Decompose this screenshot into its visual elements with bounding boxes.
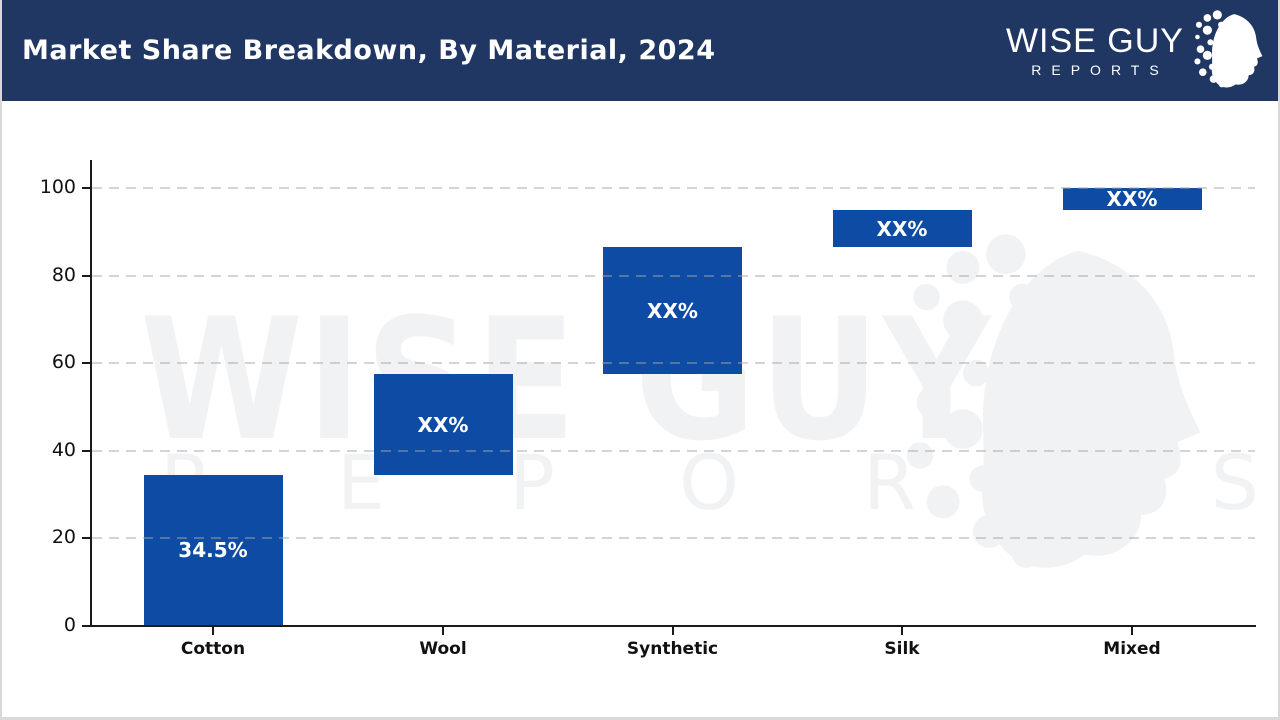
logo-wordmark: WISE GUY [1005, 22, 1184, 60]
head-profile-logo-icon [1194, 10, 1263, 88]
x-axis [90, 625, 1256, 627]
gridline-100 [92, 187, 1255, 189]
x-tick-wool [442, 627, 444, 635]
bar-wool: XX% [373, 374, 513, 475]
x-tick-synthetic [671, 627, 674, 635]
x-tick-label-wool: Wool [419, 639, 467, 659]
watermark-wordmark: WISE GUY [140, 282, 994, 478]
y-tick-label-40: 40 [51, 438, 76, 461]
bar-label-synthetic: XX% [647, 298, 698, 323]
bar-label-mixed: XX% [1106, 186, 1158, 211]
gridline-80 [92, 274, 1255, 277]
x-tick-label-synthetic: Synthetic [626, 639, 719, 659]
x-tick-label-mixed: Mixed [1103, 639, 1161, 659]
y-tick-60 [82, 362, 91, 365]
bar-label-cotton: 34.5% [178, 538, 248, 563]
bar-silk: XX% [832, 209, 972, 248]
gridline-20 [92, 537, 1255, 540]
page-title: Market Share Breakdown, By Material, 202… [22, 35, 716, 66]
x-tick-silk [901, 627, 903, 635]
y-tick-label-0: 0 [63, 614, 76, 636]
bar-label-silk: XX% [876, 216, 928, 241]
bar-cotton: 34.5% [143, 474, 283, 626]
bar-label-wool: XX% [417, 412, 469, 437]
wise-guy-reports-logo: WISE GUY REPORTS [1006, 8, 1270, 92]
x-tick-mixed [1131, 627, 1133, 635]
gridline-60 [92, 362, 1255, 365]
y-tick-label-60: 60 [51, 351, 76, 374]
x-tick-cotton [212, 627, 214, 635]
y-tick-100 [82, 187, 91, 189]
y-tick-0 [82, 625, 91, 627]
y-tick-label-20: 20 [51, 526, 76, 549]
logo-subtitle: REPORTS [1031, 62, 1169, 78]
gridline-40 [92, 449, 1255, 452]
y-tick-40 [82, 449, 91, 452]
y-axis [90, 160, 92, 626]
watermark-head-profile-icon [906, 234, 1201, 568]
bar-mixed: XX% [1062, 186, 1202, 211]
plot-area: 0 20 40 60 80 100 34.5% Cotton XX% Wool XX% Synthet… [2, 101, 1278, 717]
y-tick-80 [82, 274, 91, 277]
y-tick-label-100: 100 [39, 176, 76, 198]
logo-text: WISE GUY REPORTS [1006, 22, 1184, 78]
y-tick-label-80: 80 [51, 263, 76, 286]
x-tick-label-silk: Silk [884, 639, 920, 659]
header-bar: Market Share Breakdown, By Material, 202… [2, 0, 1278, 101]
y-tick-20 [82, 537, 91, 540]
x-tick-label-cotton: Cotton [180, 639, 246, 659]
bar-synthetic: XX% [603, 247, 742, 375]
